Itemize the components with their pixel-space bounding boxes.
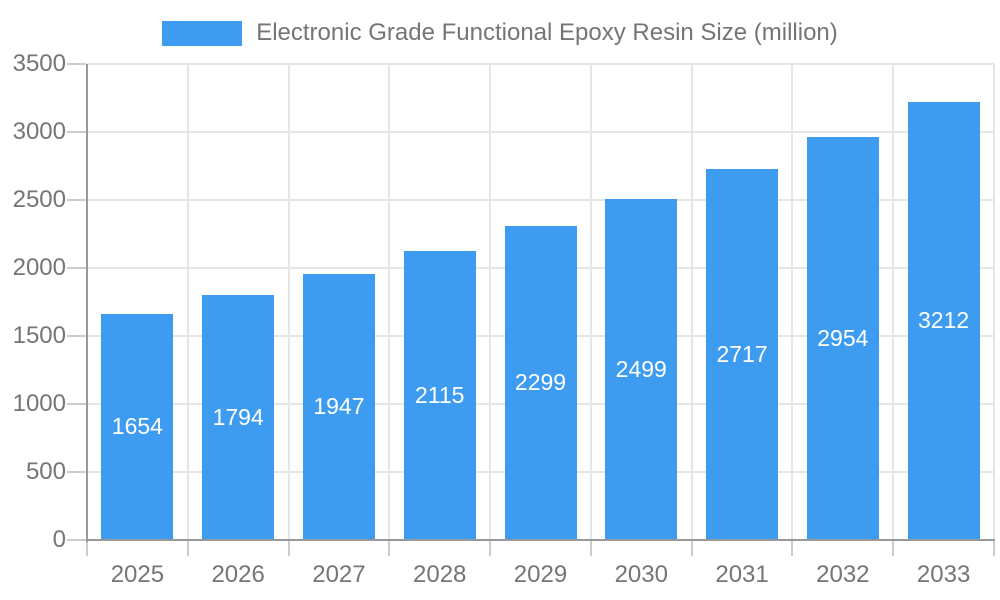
y-tick-label: 0 [52,526,66,553]
x-tick-mark [690,541,693,556]
gridline-h [87,63,994,65]
y-tick-mark [67,471,86,473]
y-tick-label: 1500 [12,322,66,349]
x-tick-mark [287,541,290,556]
bar[interactable]: 1947 [302,274,375,539]
gridline-v [589,64,592,540]
bar[interactable]: 3212 [907,102,980,539]
y-tick-mark [67,403,86,405]
gridline-h [87,199,994,201]
bar[interactable]: 2954 [806,137,879,539]
x-tick-mark [791,541,794,556]
x-tick-mark [388,541,391,556]
gridline-h [87,131,994,133]
gridline-v [892,64,895,540]
bar-value-label: 3212 [918,307,970,333]
bar-value-label: 1794 [212,403,264,430]
x-tick-mark [86,541,88,556]
x-tick-mark [993,541,995,556]
y-tick-label: 2000 [12,254,66,281]
x-tick-label: 2031 [715,561,769,588]
gridline-v [287,64,290,540]
bar-value-label: 2954 [817,324,869,351]
x-tick-mark [892,541,895,556]
legend-label: Electronic Grade Functional Epoxy Resin … [256,19,838,46]
y-tick-mark [67,199,86,201]
x-tick-label: 2026 [211,561,265,588]
gridline-v [993,64,995,540]
x-tick-label: 2025 [110,561,165,588]
bar[interactable]: 2717 [706,169,779,539]
y-tick-mark [67,539,86,541]
y-tick-label: 3000 [12,118,66,145]
y-tick-mark [67,63,86,65]
legend-item[interactable]: Electronic Grade Functional Epoxy Resin … [162,19,838,47]
legend-swatch-icon [162,20,243,46]
bar-value-label: 2717 [716,340,768,367]
y-tick-label: 2500 [12,186,66,213]
x-tick-label: 2030 [614,561,668,588]
bar-value-label: 1947 [313,393,365,419]
y-axis-line [86,64,88,542]
y-tick-mark [67,267,86,269]
bar[interactable]: 2299 [504,226,577,539]
bar-value-label: 2499 [615,355,667,382]
x-tick-mark [589,541,592,556]
bar[interactable]: 1794 [202,295,275,539]
plot-area: 0 500 1000 1500 2000 2500 3000 3500 1654 1794 1947… [13,52,995,588]
bar-value-label: 2299 [514,369,567,395]
x-tick-label: 2027 [312,561,366,588]
gridline-v [690,64,693,540]
x-tick-label: 2028 [413,561,467,588]
gridline-v [388,64,391,540]
x-tick-label: 2032 [816,561,870,588]
x-tick-label: 2033 [916,561,971,588]
y-tick-label: 500 [25,458,66,485]
bar[interactable]: 1654 [101,314,174,539]
y-tick-label: 1000 [12,390,66,417]
y-tick-mark [67,131,86,133]
y-tick-mark [67,335,86,337]
bar[interactable]: 2115 [403,251,476,539]
x-tick-mark [489,541,492,556]
bar-value-label: 2115 [414,381,465,408]
bar[interactable]: 2499 [605,199,678,539]
gridline-v [791,64,794,540]
gridline-v [186,64,189,540]
x-tick-label: 2029 [513,561,568,588]
legend: Electronic Grade Functional Epoxy Resin … [0,18,1000,48]
bar-value-label: 1654 [111,413,163,439]
gridline-v [489,64,492,540]
x-axis-line [86,539,995,541]
y-tick-label: 3500 [12,50,66,77]
x-tick-mark [186,541,189,556]
